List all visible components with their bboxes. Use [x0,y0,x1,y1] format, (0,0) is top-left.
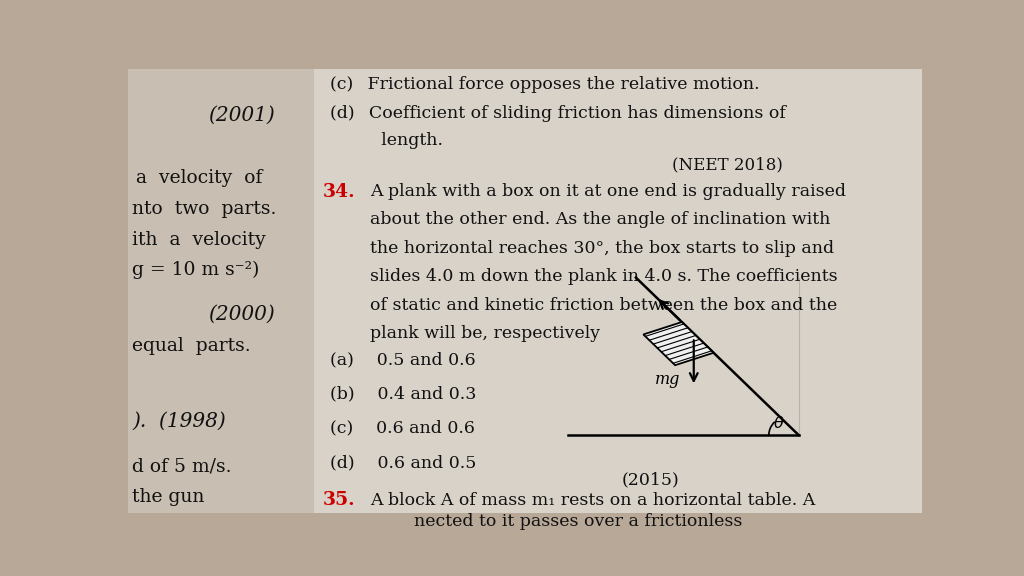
Text: (d)  0.6 and 0.5: (d) 0.6 and 0.5 [331,454,477,471]
Text: (b)  0.4 and 0.3: (b) 0.4 and 0.3 [331,385,477,402]
Text: (d)  Coefficient of sliding friction has dimensions of: (d) Coefficient of sliding friction has … [331,105,786,122]
Text: the horizontal reaches 30°, the box starts to slip and: the horizontal reaches 30°, the box star… [370,240,835,257]
Text: ).  (1998): ). (1998) [132,412,225,431]
Text: (2015): (2015) [622,472,680,489]
Text: slides 4.0 m down the plank in 4.0 s. The coefficients: slides 4.0 m down the plank in 4.0 s. Th… [370,268,838,285]
Text: (c)  0.6 and 0.6: (c) 0.6 and 0.6 [331,419,475,437]
Text: A plank with a box on it at one end is gradually raised: A plank with a box on it at one end is g… [370,183,846,200]
Text: $\theta$: $\theta$ [773,415,784,433]
Text: nected to it passes over a frictionless: nected to it passes over a frictionless [370,513,742,530]
Text: d of 5 m/s.: d of 5 m/s. [132,457,231,475]
Text: 35.: 35. [323,491,355,509]
Text: (a)  0.5 and 0.6: (a) 0.5 and 0.6 [331,351,476,368]
Text: A block A of mass m₁ rests on a horizontal table. A: A block A of mass m₁ rests on a horizont… [370,492,815,509]
Bar [314,69,922,513]
Text: (NEET 2018): (NEET 2018) [672,156,782,173]
Text: 34.: 34. [323,183,355,200]
Text: a  velocity  of: a velocity of [136,169,262,187]
Text: (2001): (2001) [208,106,274,125]
Text: equal  parts.: equal parts. [132,338,251,355]
Text: the gun: the gun [132,488,205,506]
Text: g = 10 m s⁻²): g = 10 m s⁻²) [132,260,259,279]
Text: (2000): (2000) [208,305,274,324]
Text: nto  two  parts.: nto two parts. [132,200,276,218]
Text: length.: length. [331,131,443,149]
Polygon shape [643,322,714,365]
Bar [128,69,314,513]
Text: ith  a  velocity: ith a velocity [132,231,265,249]
Text: about the other end. As the angle of inclination with: about the other end. As the angle of inc… [370,211,830,229]
Text: (c)  Frictional force opposes the relative motion.: (c) Frictional force opposes the relativ… [331,76,760,93]
Text: mg: mg [655,371,680,388]
Text: of static and kinetic friction between the box and the: of static and kinetic friction between t… [370,297,838,313]
Text: plank will be, respectively: plank will be, respectively [370,325,600,342]
